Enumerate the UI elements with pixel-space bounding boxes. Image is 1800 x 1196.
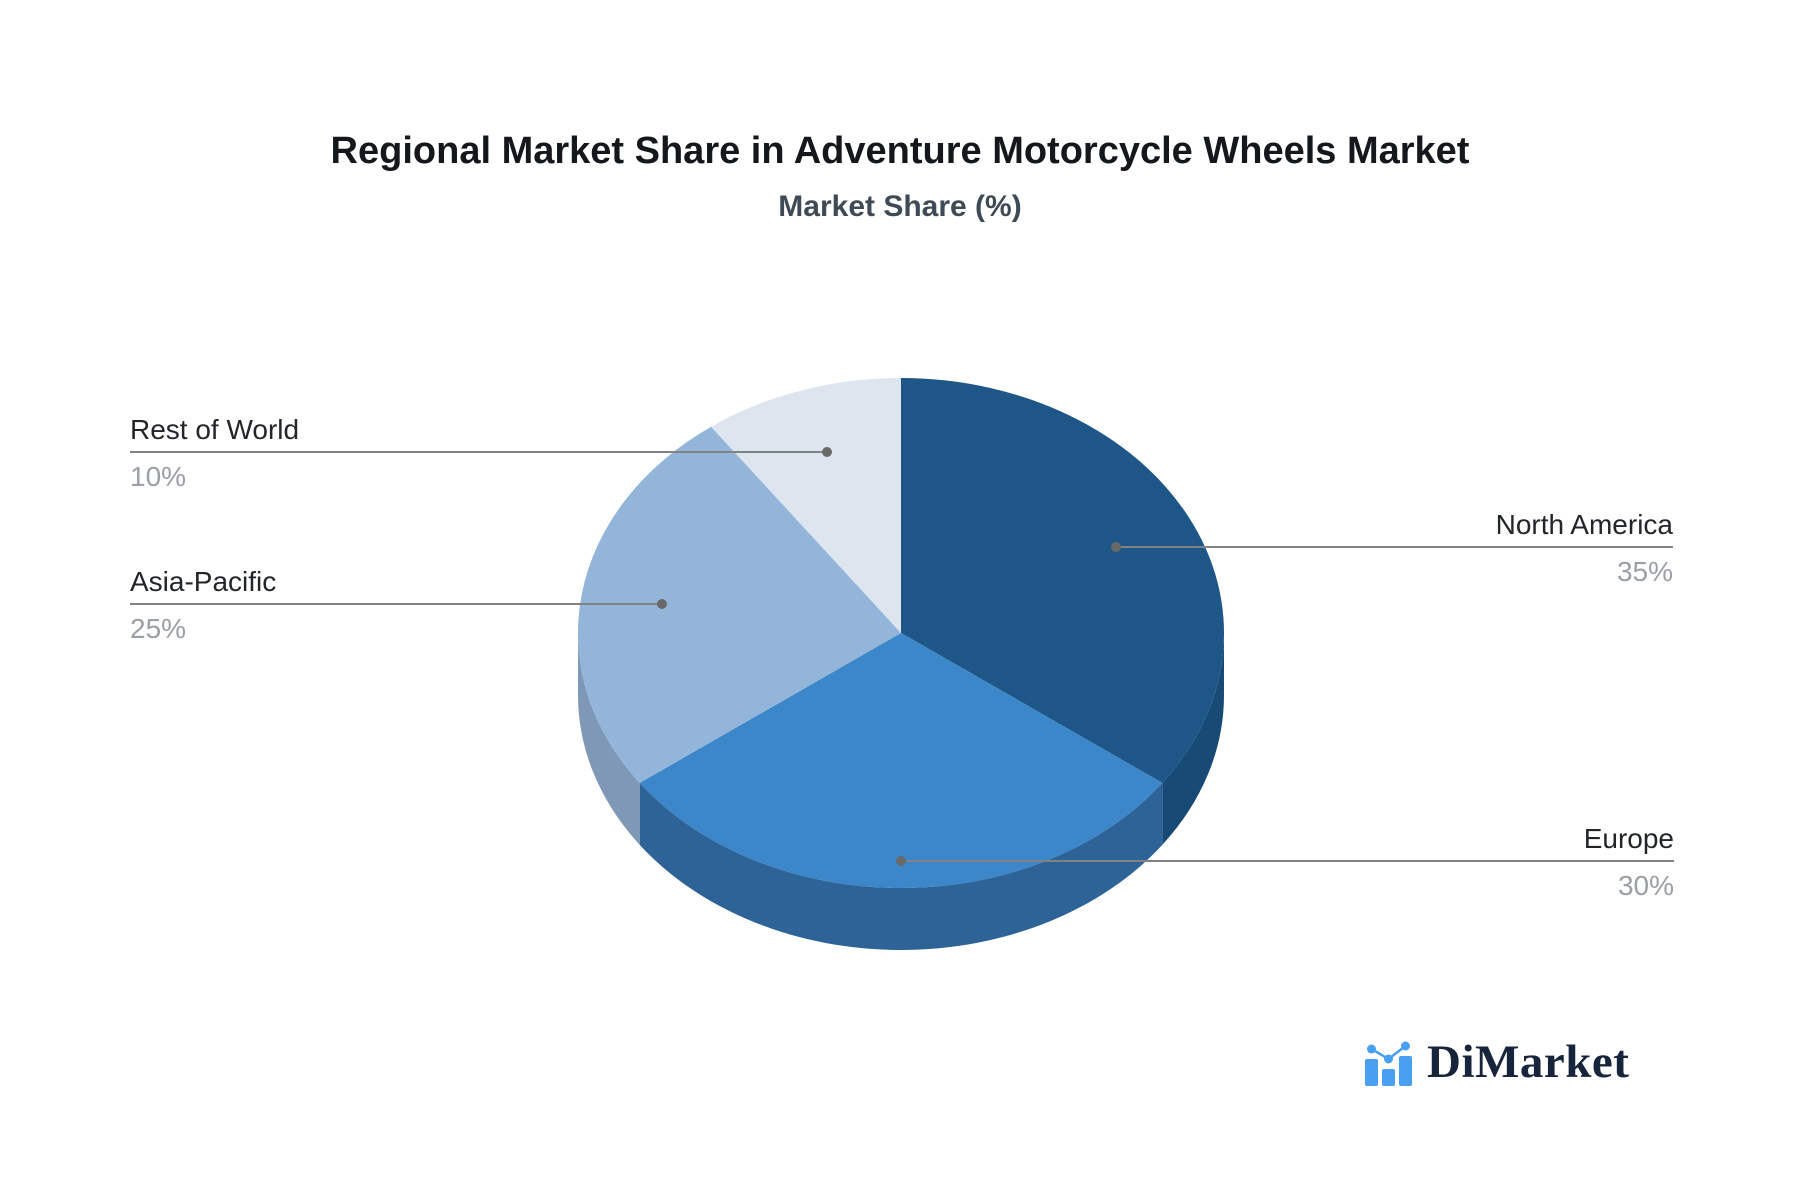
slice-label-europe: Europe [1583,823,1674,854]
brand-logo: DiMarket [1363,1034,1629,1090]
pie-slice-north-america[interactable] [901,377,1225,783]
slice-label-north-america: North America [1495,509,1673,540]
slice-pct-asia-pacific: 25% [130,613,187,644]
brand-logo-text: DiMarket [1427,1036,1630,1088]
slice-pct-europe: 30% [1617,870,1674,901]
pie-slice-side-north-america [1162,633,1224,845]
leader-dot-rest-of-world [822,447,832,457]
chart-title: Regional Market Share in Adventure Motor… [330,130,1470,172]
pie-slice-asia-pacific[interactable] [577,426,901,783]
pie-slice-side-asia-pacific [578,633,640,845]
pie-slice-side-europe [639,782,1163,951]
slice-label-rest-of-world: Rest of World [130,414,300,445]
leader-dot-europe [896,856,906,866]
leader-dot-asia-pacific [657,599,667,609]
pie-slice-rest-of-world[interactable] [711,378,901,633]
slice-pct-rest-of-world: 10% [130,461,187,492]
leader-line-asia-pacific [130,599,667,609]
slice-label-asia-pacific: Asia-Pacific [130,566,277,597]
bar-chart-trend-icon [1365,1041,1412,1086]
chart-subtitle: Market Share (%) [778,190,1022,223]
pie-slice-europe[interactable] [639,633,1163,889]
leader-line-north-america [1111,542,1673,552]
slice-pct-north-america: 35% [1616,556,1673,587]
leader-dot-north-america [1111,542,1121,552]
leader-line-europe [896,856,1674,866]
leader-line-rest-of-world [130,447,832,457]
